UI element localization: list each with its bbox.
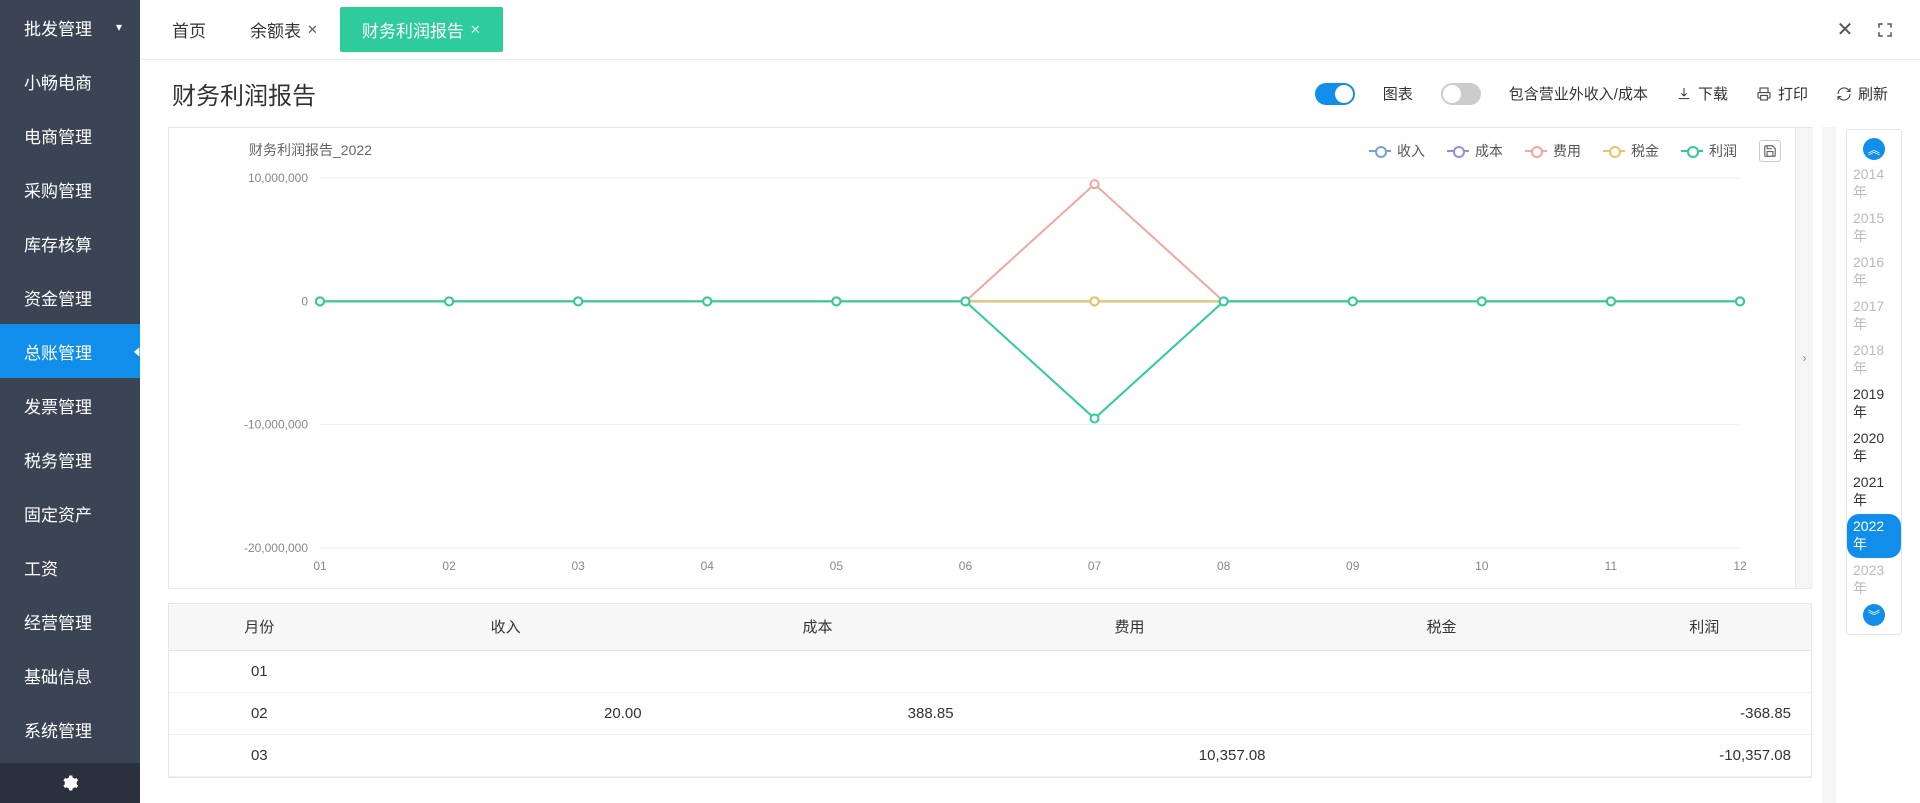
download-icon [1676,86,1692,102]
legend-item[interactable]: 税金 [1603,141,1659,161]
refresh-button[interactable]: 刷新 [1836,83,1888,104]
year-item[interactable]: 2022年 [1847,514,1901,558]
sidebar-item[interactable]: 税务管理 [0,432,140,486]
year-item[interactable]: 2019年 [1847,382,1901,426]
year-item[interactable]: 2016年 [1847,250,1901,294]
table-row[interactable]: 0220.00388.85-368.85 [169,692,1811,734]
sidebar-item[interactable]: 资金管理 [0,270,140,324]
sidebar-item[interactable]: 基础信息 [0,648,140,702]
tab[interactable]: 首页 [150,7,228,52]
refresh-icon [1836,86,1852,102]
download-button[interactable]: 下载 [1676,83,1728,104]
svg-text:-20,000,000: -20,000,000 [244,541,308,555]
year-item[interactable]: 2020年 [1847,426,1901,470]
sidebar: 批发管理小畅电商电商管理采购管理库存核算资金管理总账管理发票管理税务管理固定资产… [0,0,140,803]
sidebar-item[interactable]: 电商管理 [0,108,140,162]
svg-text:06: 06 [959,559,973,573]
chart-container: 财务利润报告_2022 收入 成本 费用 税金 利润 10,000,000 0 -10,00… [168,127,1812,589]
svg-text:03: 03 [572,559,586,573]
print-icon [1756,86,1772,102]
legend-item[interactable]: 费用 [1525,141,1581,161]
sidebar-settings[interactable] [0,763,140,803]
table-row[interactable]: 0310,357.08-10,357.08 [169,734,1811,776]
chart-toggle[interactable] [1315,83,1355,105]
svg-text:11: 11 [1605,559,1618,573]
svg-text:09: 09 [1346,559,1360,573]
svg-text:12: 12 [1733,559,1747,573]
sidebar-item[interactable]: 工资 [0,540,140,594]
sidebar-item[interactable]: 小畅电商 [0,54,140,108]
sidebar-item[interactable]: 库存核算 [0,216,140,270]
page-title: 财务利润报告 [172,76,316,111]
table-row[interactable]: 01 [169,650,1811,692]
profit-line-chart: 10,000,000 0 -10,000,000 -20,000,000 01 02 03 0… [187,138,1793,578]
sidebar-item[interactable]: 总账管理 [0,324,140,378]
sidebar-item[interactable]: 经营管理 [0,594,140,648]
svg-text:01: 01 [313,559,327,573]
svg-text:07: 07 [1088,559,1102,573]
year-item[interactable]: 2023年 [1847,558,1901,602]
svg-text:10: 10 [1475,559,1489,573]
svg-text:10,000,000: 10,000,000 [248,171,308,185]
chart-title: 财务利润报告_2022 [249,140,372,160]
chart-collapse-handle[interactable]: › [1795,128,1813,588]
fullscreen-icon[interactable] [1874,19,1896,41]
year-scroll-down[interactable]: ︾ [1863,604,1885,626]
sidebar-item[interactable]: 采购管理 [0,162,140,216]
svg-text:-10,000,000: -10,000,000 [244,418,308,432]
svg-text:0: 0 [301,294,308,308]
svg-text:05: 05 [830,559,844,573]
legend-item[interactable]: 成本 [1447,141,1503,161]
gear-icon [61,774,79,792]
year-item[interactable]: 2014年 [1847,162,1901,206]
include-other-label: 包含营业外收入/成本 [1509,83,1648,104]
year-sidebar: ︽ 2014年2015年2016年2017年2018年2019年2020年202… [1846,129,1902,635]
year-item[interactable]: 2021年 [1847,470,1901,514]
data-table: 月份收入成本费用税金利润010220.00388.85-368.850310,3… [168,603,1812,778]
chart-toggle-label: 图表 [1383,83,1413,104]
year-item[interactable]: 2015年 [1847,206,1901,250]
sidebar-item[interactable]: 固定资产 [0,486,140,540]
svg-text:04: 04 [701,559,715,573]
tab[interactable]: 财务利润报告✕ [340,7,503,52]
sidebar-item[interactable]: 系统管理 [0,702,140,756]
legend-item[interactable]: 收入 [1369,141,1425,161]
year-scroll-up[interactable]: ︽ [1863,138,1885,160]
page-header: 财务利润报告 图表 包含营业外收入/成本 下载 打印 刷新 [140,60,1920,127]
close-icon[interactable]: ✕ [307,22,318,38]
close-icon[interactable]: ✕ [470,22,481,38]
close-all-tabs-icon[interactable]: ✕ [1834,19,1856,41]
year-item[interactable]: 2017年 [1847,294,1901,338]
legend-item[interactable]: 利润 [1681,141,1737,161]
chart-save-icon[interactable] [1759,140,1781,162]
year-item[interactable]: 2018年 [1847,338,1901,382]
chart-legend: 收入 成本 费用 税金 利润 [1369,140,1781,162]
include-other-toggle[interactable] [1441,83,1481,105]
tabs-bar: 首页余额表✕财务利润报告✕ ✕ [140,0,1920,60]
svg-text:02: 02 [442,559,456,573]
tab[interactable]: 余额表✕ [228,7,340,52]
sidebar-item[interactable]: 发票管理 [0,378,140,432]
sidebar-item[interactable]: 批发管理 [0,0,140,54]
content-scrollbar[interactable] [1822,127,1836,803]
svg-text:08: 08 [1217,559,1231,573]
print-button[interactable]: 打印 [1756,83,1808,104]
